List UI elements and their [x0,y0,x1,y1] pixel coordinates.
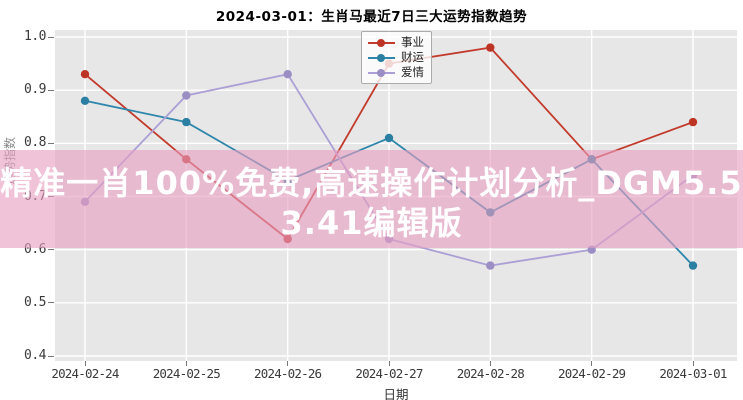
chart-title: 2024-03-01：生肖马最近7日三大运势指数趋势 [215,9,528,25]
y-tick-label: 0.5 [24,294,46,310]
data-point [80,70,90,79]
y-tick-mark [48,89,54,91]
data-point [688,261,698,270]
legend-item-2: 爱情 [368,66,424,79]
x-tick-label: 2024-02-27 [355,366,423,381]
y-tick-mark [48,249,54,251]
y-tick-label: 0.4 [24,348,46,363]
data-point [486,261,495,270]
data-point [486,43,495,52]
legend-label: 事业 [401,35,424,49]
x-tick-label: 2024-03-01 [659,366,727,381]
x-tick-mark [287,361,289,366]
x-tick-mark [591,361,593,366]
x-tick-label: 2024-02-29 [558,366,626,381]
y-tick-mark [48,142,54,144]
x-tick-label: 2024-02-24 [51,366,119,381]
y-tick-label: 0.9 [24,82,46,98]
legend-line-marker-icon [368,68,395,78]
legend-label: 财运 [401,50,424,64]
x-tick-mark [489,361,491,366]
x-tick-mark [692,361,694,366]
legend: 事业 财运 爱情 [361,31,432,84]
data-point [80,96,90,106]
y-tick-mark [48,36,54,38]
legend-label: 爱情 [401,65,424,79]
x-tick-mark [185,361,187,366]
legend-line-marker-icon [368,53,395,63]
data-point [688,117,698,127]
watermark-line1: 精准一肖100%免费,高速操作计划分析_DGM5.5 [0,164,743,202]
y-tick-label: 0.8 [24,135,46,151]
x-tick-mark [84,361,86,366]
legend-item-1: 财运 [368,51,424,64]
data-point [182,91,191,100]
y-tick-label: 1.0 [24,29,46,44]
x-axis-label: 日期 [383,387,409,400]
y-tick-mark [48,355,54,357]
legend-item-0: 事业 [368,36,424,49]
watermark-overlay: 精准一肖100%免费,高速操作计划分析_DGM5.5 3.41编辑版 [0,150,743,248]
data-point [182,117,191,127]
legend-line-marker-icon [368,38,395,48]
x-tick-mark [388,361,390,366]
x-tick-label: 2024-02-25 [152,366,221,381]
data-point [384,133,394,143]
x-tick-label: 2024-02-28 [456,366,525,381]
data-point [283,70,292,79]
watermark-line2: 3.41编辑版 [280,204,463,242]
x-tick-label: 2024-02-26 [254,366,322,381]
y-tick-mark [48,302,54,304]
